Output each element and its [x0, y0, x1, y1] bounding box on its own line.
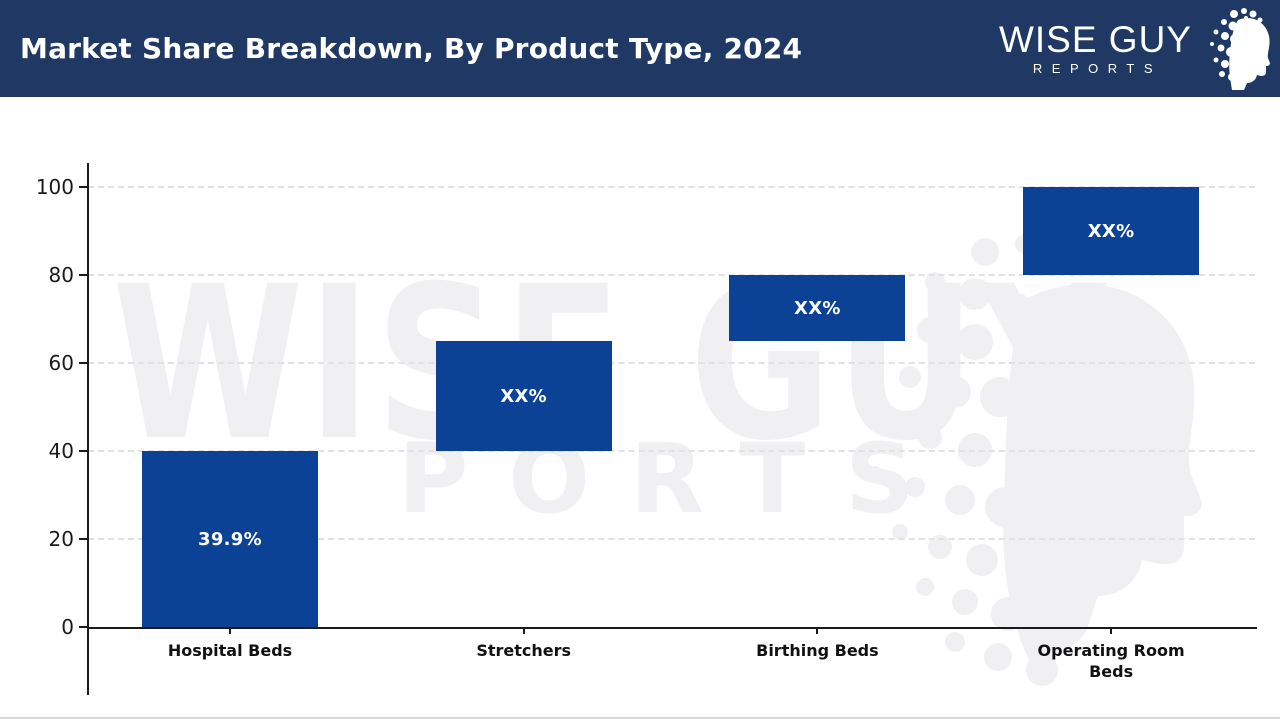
gridline-80 — [88, 274, 1255, 276]
x-category-label: Birthing Beds — [756, 641, 879, 660]
x-tick-mark — [229, 627, 231, 634]
x-category-label: Hospital Beds — [167, 641, 293, 660]
chart-area: WISE GUY PORTS 0 — [0, 97, 1280, 717]
x-axis-line — [87, 627, 1257, 629]
gridline-60 — [88, 362, 1255, 364]
page-title: Market Share Breakdown, By Product Type,… — [20, 32, 803, 65]
y-tick-mark — [79, 274, 87, 276]
wiseguy-logo: WISE GUY REPORTS — [999, 6, 1272, 90]
logo-wordmark: WISE GUY — [998, 18, 1192, 60]
bar-hospital-beds: 39.9% — [142, 451, 318, 627]
gridline-20 — [88, 538, 1255, 540]
bar-value-label: XX% — [1087, 220, 1135, 242]
bottom-divider — [0, 717, 1280, 719]
bar-value-label: XX% — [500, 385, 548, 407]
logo-subtitle: REPORTS — [1032, 60, 1163, 76]
bar-value-label: 39.9% — [198, 528, 262, 550]
x-tick-mark — [522, 627, 525, 634]
x-category-label: Operating Room Beds — [1037, 641, 1185, 681]
x-category-label: Stretchers — [476, 641, 572, 660]
gridline-40 — [88, 450, 1255, 452]
y-tick-label: 40 — [48, 439, 74, 463]
y-axis-line — [87, 163, 89, 695]
x-tick-mark — [816, 627, 819, 634]
gridline-100 — [88, 186, 1255, 188]
y-tick-label: 0 — [61, 615, 74, 639]
bar-birthing-beds: XX% — [729, 275, 906, 341]
logo-text: WISE GUY REPORTS — [999, 21, 1192, 76]
y-tick-label: 60 — [48, 351, 74, 375]
y-tick-mark — [79, 538, 87, 540]
wiseguy-face-icon — [1210, 8, 1270, 90]
bar-value-label: XX% — [794, 297, 841, 319]
y-tick-mark — [79, 362, 87, 364]
bar-stretchers: XX% — [435, 341, 612, 451]
y-tick-label: 80 — [48, 263, 74, 287]
bar-operating-room-beds: XX% — [1023, 187, 1200, 275]
x-tick-mark — [1110, 627, 1113, 634]
y-tick-label: 20 — [48, 527, 74, 551]
y-tick-label: 100 — [35, 175, 74, 199]
header-bar: Market Share Breakdown, By Product Type,… — [0, 0, 1280, 97]
y-tick-mark — [79, 626, 87, 628]
y-tick-mark — [79, 450, 87, 452]
y-tick-mark — [79, 186, 87, 188]
